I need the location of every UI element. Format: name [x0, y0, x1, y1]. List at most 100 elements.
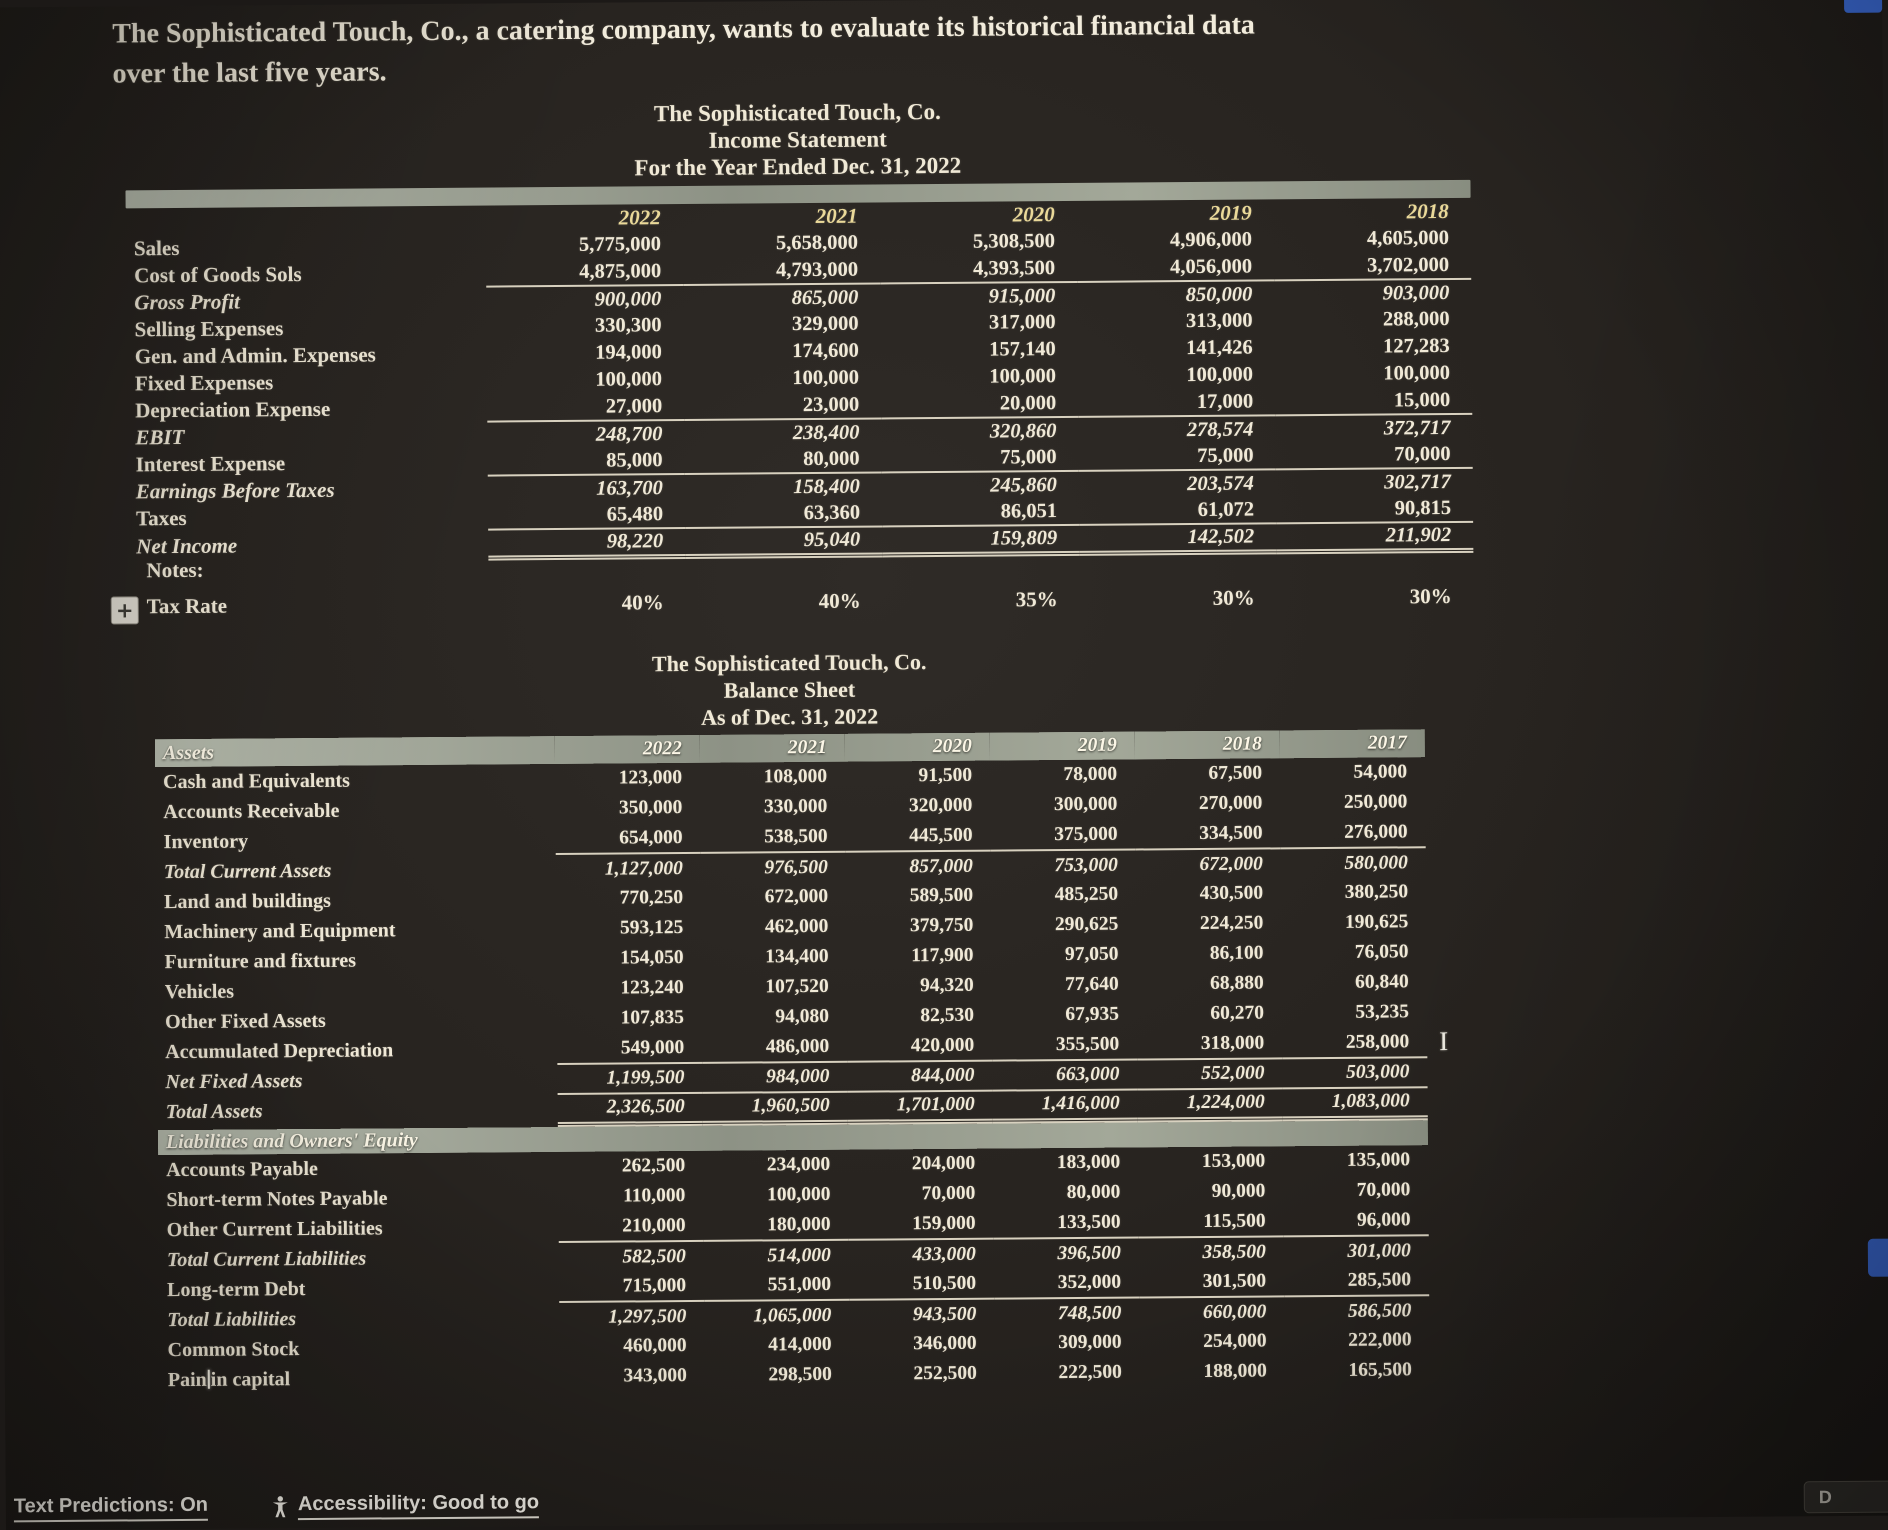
- cell-value[interactable]: 23,000: [684, 391, 882, 421]
- cell-value[interactable]: 538,500: [700, 821, 846, 853]
- cell-value[interactable]: 445,500: [845, 820, 991, 852]
- cell-value[interactable]: 127,283: [1383, 335, 1450, 358]
- cell-value[interactable]: 5,775,000: [578, 233, 662, 256]
- cell-value[interactable]: 865,000: [791, 286, 859, 309]
- cell-value[interactable]: 188,000: [1203, 1360, 1267, 1382]
- cell-value[interactable]: 262,500: [621, 1155, 686, 1177]
- cell-value[interactable]: 1,297,500: [608, 1305, 687, 1328]
- cell-value[interactable]: 330,300: [594, 314, 662, 337]
- row-label[interactable]: Accounts Payable: [166, 1157, 318, 1181]
- cell-value[interactable]: 115,500: [1138, 1206, 1284, 1238]
- cell-value[interactable]: 258,000: [1282, 1027, 1428, 1059]
- cell-value[interactable]: 285,500: [1283, 1265, 1430, 1297]
- cell-value[interactable]: 984,000: [702, 1061, 848, 1093]
- year-header[interactable]: 2021: [815, 203, 858, 228]
- year-header[interactable]: 2019: [1077, 734, 1117, 756]
- cell-value[interactable]: 346,000: [913, 1332, 977, 1355]
- cell-value[interactable]: 203,574: [1187, 472, 1254, 495]
- cell-value[interactable]: 204,000: [911, 1152, 976, 1175]
- cell-value[interactable]: 245,860: [990, 473, 1057, 497]
- cell-value[interactable]: 343,000: [623, 1365, 687, 1387]
- row-label[interactable]: Total Current Assets: [163, 859, 332, 883]
- cell-value[interactable]: 844,000: [847, 1060, 993, 1092]
- year-header[interactable]: 2022: [642, 738, 682, 760]
- cell-value[interactable]: 108,000: [763, 765, 828, 788]
- cell-value[interactable]: 503,000: [1282, 1057, 1428, 1089]
- cell-value[interactable]: 1,083,000: [1282, 1087, 1428, 1119]
- cell-value[interactable]: 1,416,000: [992, 1089, 1138, 1121]
- cell-value[interactable]: 90,815: [1275, 494, 1474, 524]
- cell-value[interactable]: 250,000: [1343, 791, 1408, 813]
- cell-value[interactable]: 430,500: [1199, 882, 1264, 904]
- cell-value[interactable]: 660,000: [1202, 1300, 1267, 1323]
- cell-value[interactable]: 133,500: [993, 1207, 1139, 1239]
- row-label[interactable]: Net Fixed Assets: [165, 1069, 303, 1093]
- cell-value[interactable]: 943,500: [912, 1303, 977, 1325]
- year-header[interactable]: 2017: [1367, 732, 1407, 754]
- cell-value[interactable]: 380,250: [1344, 881, 1409, 903]
- cell-value[interactable]: 320,860: [989, 419, 1057, 443]
- cell-value[interactable]: 396,500: [1057, 1242, 1121, 1264]
- cell-value[interactable]: 135,000: [1346, 1149, 1411, 1171]
- year-header[interactable]: 2022: [618, 205, 661, 230]
- cell-value[interactable]: 903,000: [1382, 281, 1450, 305]
- cell-value[interactable]: 3,702,000: [1274, 251, 1472, 281]
- cell-value[interactable]: 352,000: [993, 1267, 1140, 1299]
- cell-value[interactable]: 190,625: [1344, 911, 1409, 933]
- cell-value[interactable]: 222,000: [1348, 1329, 1412, 1351]
- cell-value[interactable]: 100,000: [1186, 363, 1254, 387]
- cell-value[interactable]: 433,000: [912, 1243, 976, 1265]
- cell-value[interactable]: 302,717: [1384, 470, 1451, 494]
- cell-value[interactable]: 1,224,000: [1137, 1088, 1283, 1120]
- assets-header[interactable]: Assets: [162, 741, 215, 764]
- cell-value[interactable]: 270,000: [1198, 792, 1263, 814]
- row-label[interactable]: Cash and Equivalents: [163, 769, 350, 793]
- cell-value[interactable]: 514,000: [767, 1244, 831, 1266]
- cell-value[interactable]: 54,000: [1353, 761, 1408, 783]
- cell-value[interactable]: 586,500: [1347, 1299, 1412, 1322]
- cell-value[interactable]: 100,000: [989, 365, 1057, 388]
- cell-value[interactable]: 224,250: [1199, 912, 1264, 934]
- cell-value[interactable]: 100,000: [766, 1183, 831, 1206]
- cell-value[interactable]: 110,000: [623, 1185, 686, 1207]
- row-label[interactable]: Pain in capital: [167, 1367, 291, 1391]
- cell-value[interactable]: 654,000: [555, 822, 701, 855]
- row-label[interactable]: Accounts Receivable: [163, 799, 340, 823]
- cell-value[interactable]: 153,000: [1201, 1150, 1266, 1172]
- cell-value[interactable]: 159,000: [848, 1208, 994, 1240]
- cell-value[interactable]: 460,000: [623, 1335, 687, 1357]
- row-label[interactable]: Taxes: [135, 505, 187, 531]
- year-header[interactable]: 2018: [1222, 733, 1262, 755]
- cell-value[interactable]: 1,701,000: [847, 1090, 993, 1122]
- cell-value[interactable]: 76,050: [1354, 941, 1409, 963]
- row-label[interactable]: Gen. and Admin. Expenses: [134, 342, 376, 369]
- cell-value[interactable]: 67,500: [1208, 762, 1263, 784]
- cell-value[interactable]: 552,000: [1137, 1058, 1283, 1090]
- cell-value[interactable]: 27,000: [487, 393, 685, 422]
- table-move-handle-icon[interactable]: +: [110, 596, 139, 625]
- cell-value[interactable]: 589,500: [909, 884, 974, 907]
- cell-value[interactable]: 154,050: [620, 947, 684, 969]
- cell-value[interactable]: 134,400: [765, 945, 829, 968]
- cell-value[interactable]: 320,000: [908, 794, 973, 817]
- cell-value[interactable]: 753,000: [1054, 854, 1118, 876]
- row-label[interactable]: Interest Expense: [135, 451, 286, 477]
- cell-value[interactable]: 915,000: [988, 284, 1056, 308]
- focus-badge-fragment[interactable]: D: [1803, 1480, 1888, 1514]
- cell-value[interactable]: 4,056,000: [1077, 253, 1275, 282]
- cell-value[interactable]: 313,000: [1185, 309, 1253, 333]
- row-label[interactable]: Inventory: [163, 829, 249, 853]
- cell-value[interactable]: 78,000: [1063, 763, 1118, 786]
- row-label[interactable]: Depreciation Expense: [135, 396, 331, 423]
- cell-value[interactable]: 672,000: [1199, 852, 1263, 875]
- cell-value[interactable]: 288,000: [1382, 308, 1450, 331]
- cell-value[interactable]: 86,100: [1209, 942, 1264, 964]
- row-label[interactable]: EBIT: [135, 424, 185, 450]
- text-predictions-label[interactable]: Text Predictions: On: [13, 1493, 209, 1523]
- cell-value[interactable]: 276,000: [1280, 817, 1426, 849]
- cell-value[interactable]: 485,250: [1054, 883, 1119, 906]
- cell-value[interactable]: 4,875,000: [486, 258, 684, 287]
- tax-rate-value[interactable]: 35%: [1015, 586, 1058, 611]
- cell-value[interactable]: 174,600: [792, 339, 859, 363]
- cell-value[interactable]: 254,000: [1203, 1330, 1267, 1352]
